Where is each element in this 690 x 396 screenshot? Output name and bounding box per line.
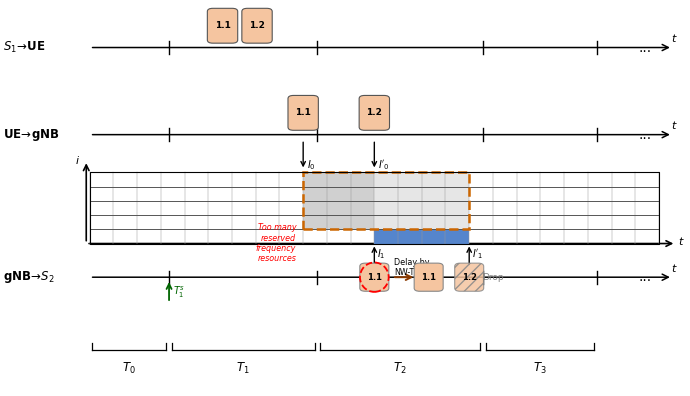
Text: $T_1$: $T_1$ bbox=[237, 361, 250, 376]
Bar bbox=[374, 172, 469, 229]
Bar bbox=[303, 172, 469, 229]
Bar bbox=[303, 172, 374, 229]
Text: $I_1$: $I_1$ bbox=[377, 248, 386, 261]
Text: $I'_1$: $I'_1$ bbox=[472, 248, 484, 261]
Text: $i$: $i$ bbox=[75, 154, 80, 166]
Text: ...: ... bbox=[638, 270, 652, 284]
Text: 1.1: 1.1 bbox=[421, 273, 436, 282]
Text: UE$\!\rightarrow\!$gNB: UE$\!\rightarrow\!$gNB bbox=[3, 127, 60, 143]
Text: ...: ... bbox=[638, 40, 652, 55]
Text: $S_1$$\!\rightarrow\!$UE: $S_1$$\!\rightarrow\!$UE bbox=[3, 40, 46, 55]
FancyBboxPatch shape bbox=[288, 95, 318, 130]
Text: $t$: $t$ bbox=[671, 262, 678, 274]
Text: $t$: $t$ bbox=[671, 120, 678, 131]
Bar bbox=[90, 172, 659, 244]
Text: 1.1: 1.1 bbox=[215, 21, 230, 30]
Text: 1.2: 1.2 bbox=[366, 109, 382, 117]
Text: Drop: Drop bbox=[482, 273, 504, 282]
Text: Delay by
NW-TT: Delay by NW-TT bbox=[394, 258, 429, 277]
Text: ...: ... bbox=[638, 128, 652, 142]
FancyBboxPatch shape bbox=[207, 8, 237, 43]
Text: $T_3$: $T_3$ bbox=[533, 361, 546, 376]
FancyBboxPatch shape bbox=[242, 8, 272, 43]
Text: $t$: $t$ bbox=[671, 32, 678, 44]
Text: $T_2$: $T_2$ bbox=[393, 361, 407, 376]
Text: 1.1: 1.1 bbox=[367, 273, 382, 282]
FancyBboxPatch shape bbox=[414, 263, 443, 291]
FancyBboxPatch shape bbox=[359, 95, 389, 130]
Text: 1.2: 1.2 bbox=[462, 273, 477, 282]
Text: 1.1: 1.1 bbox=[295, 109, 311, 117]
Text: $I_0$: $I_0$ bbox=[306, 158, 315, 172]
Text: $I'_0$: $I'_0$ bbox=[378, 158, 390, 172]
Text: gNB$\!\rightarrow\!$$S_2$: gNB$\!\rightarrow\!$$S_2$ bbox=[3, 269, 55, 285]
Text: $t$: $t$ bbox=[678, 235, 684, 247]
Bar bbox=[90, 172, 659, 244]
Bar bbox=[374, 229, 469, 244]
Text: $T_1^s$: $T_1^s$ bbox=[173, 285, 186, 300]
Text: 1.2: 1.2 bbox=[249, 21, 265, 30]
Text: Too many
reserved
frequency
resources: Too many reserved frequency resources bbox=[256, 223, 296, 263]
FancyBboxPatch shape bbox=[360, 263, 389, 291]
Text: $T_0$: $T_0$ bbox=[122, 361, 137, 376]
FancyBboxPatch shape bbox=[455, 263, 484, 291]
